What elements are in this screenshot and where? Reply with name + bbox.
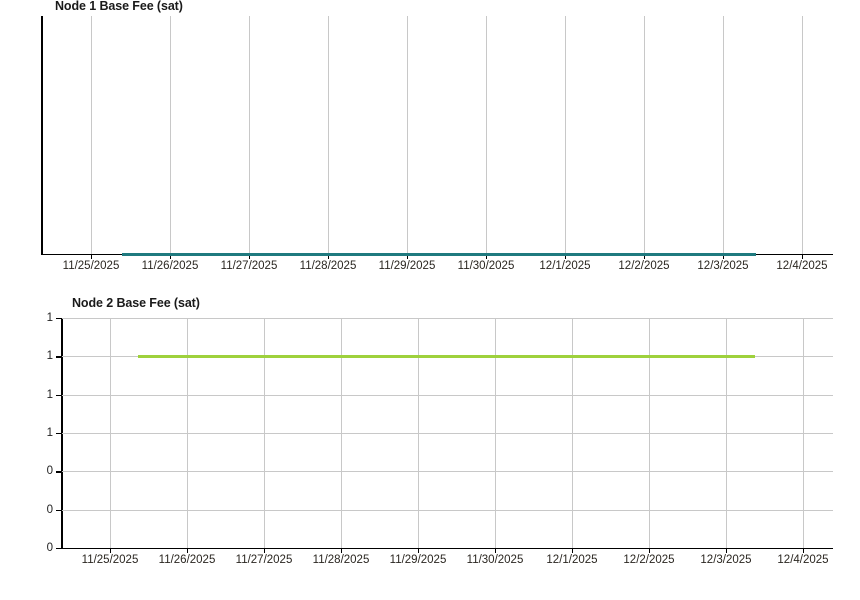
plot-area-node-1: 11/25/2025 11/26/2025 11/27/2025 11/28/2… (41, 16, 833, 272)
x-axis-tick (495, 548, 496, 553)
gridline-vertical (802, 16, 803, 254)
gridline-vertical (407, 16, 408, 254)
y-axis-tick (56, 318, 62, 320)
gridline-vertical (264, 318, 265, 548)
x-axis-tick (328, 254, 329, 259)
x-axis-label: 12/4/2025 (776, 260, 828, 272)
x-axis-label: 12/3/2025 (700, 554, 752, 566)
gridline-vertical (187, 318, 188, 548)
gridline-horizontal (62, 433, 833, 434)
x-axis-tick (187, 548, 188, 553)
y-axis-tick (56, 433, 62, 435)
y-axis-tick (56, 356, 62, 358)
x-axis-label: 12/1/2025 (539, 260, 591, 272)
x-axis-tick (341, 548, 342, 553)
x-axis-tick (91, 254, 92, 259)
y-axis-tick (56, 394, 62, 396)
x-axis-label: 11/27/2025 (235, 554, 293, 566)
x-axis-tick (249, 254, 250, 259)
gridline-vertical (170, 16, 171, 254)
x-axis-tick (726, 548, 727, 553)
x-axis-label: 12/2/2025 (618, 260, 670, 272)
gridline-vertical (495, 318, 496, 548)
gridline-vertical (803, 318, 804, 548)
x-axis-tick (486, 254, 487, 259)
y-axis-label: 1 (46, 312, 53, 324)
chart-node-2-base-fee: Node 2 Base Fee (sat) 1 1 1 1 0 (0, 295, 860, 595)
gridline-vertical (644, 16, 645, 254)
x-axis-label: 11/28/2025 (312, 554, 370, 566)
x-axis-label: 11/26/2025 (141, 260, 199, 272)
y-axis-label: 1 (46, 388, 53, 401)
y-axis-tick (56, 509, 62, 511)
chart-node-1-base-fee: Node 1 Base Fee (sat) 11/25/2025 11/26/2… (0, 0, 860, 290)
x-axis-tick (264, 548, 265, 553)
x-axis-tick (407, 254, 408, 259)
plot-area-node-2: 1 1 1 1 0 0 0 11/25/2025 11/26/2025 11/2… (47, 312, 833, 566)
y-axis-label: 0 (46, 542, 53, 554)
chart-title-node-2: Node 2 Base Fee (sat) (72, 296, 200, 310)
x-axis-label: 11/25/2025 (81, 554, 139, 566)
gridline-horizontal (62, 471, 833, 473)
gridline-vertical (572, 318, 573, 548)
gridline-vertical (341, 318, 342, 548)
x-axis-label: 11/27/2025 (220, 260, 278, 272)
y-axis-label: 0 (46, 503, 53, 516)
series-line-node-1 (122, 252, 756, 256)
x-axis-label: 12/4/2025 (777, 554, 829, 566)
y-axis-label: 1 (46, 427, 53, 439)
gridline-vertical (110, 318, 111, 548)
y-axis-tick (56, 471, 62, 473)
x-axis-line-node-2 (61, 547, 833, 549)
x-axis-tick (649, 548, 650, 553)
gridline-vertical (565, 16, 566, 254)
gridline-vertical (418, 318, 419, 548)
x-axis-label: 11/25/2025 (62, 260, 120, 272)
x-axis-tick (723, 254, 724, 259)
x-axis-label: 12/2/2025 (623, 554, 675, 566)
x-axis-tick (802, 254, 803, 259)
x-axis-label: 12/3/2025 (697, 260, 749, 272)
y-axis-tick (56, 548, 62, 550)
x-axis-label: 11/30/2025 (466, 554, 524, 566)
y-axis-label: 0 (46, 465, 53, 478)
gridline-horizontal (62, 509, 833, 511)
gridline-vertical (249, 16, 250, 254)
x-axis-label: 11/29/2025 (389, 554, 447, 566)
x-axis-tick (565, 254, 566, 259)
x-axis-tick (170, 254, 171, 259)
x-axis-tick (644, 254, 645, 259)
x-axis-tick (803, 548, 804, 553)
gridline-vertical (723, 16, 724, 254)
x-axis-tick (110, 548, 111, 553)
gridline-vertical (328, 16, 329, 254)
x-axis-label: 12/1/2025 (546, 554, 598, 566)
x-axis-label: 11/28/2025 (299, 260, 357, 272)
series-line-node-2 (138, 355, 755, 358)
y-axis-line-node-1 (41, 16, 43, 254)
gridline-vertical (726, 318, 727, 548)
gridline-horizontal (62, 394, 833, 396)
x-axis-label: 11/30/2025 (457, 260, 515, 272)
x-axis-tick (418, 548, 419, 553)
x-axis-label: 11/26/2025 (158, 554, 216, 566)
x-axis-label: 11/29/2025 (378, 260, 436, 272)
gridline-vertical (91, 16, 92, 254)
chart-title-node-1: Node 1 Base Fee (sat) (55, 0, 183, 13)
x-axis-tick (572, 548, 573, 553)
gridline-vertical (486, 16, 487, 254)
y-axis-label: 1 (46, 350, 53, 363)
gridline-horizontal (62, 318, 833, 319)
gridline-vertical (649, 318, 650, 548)
